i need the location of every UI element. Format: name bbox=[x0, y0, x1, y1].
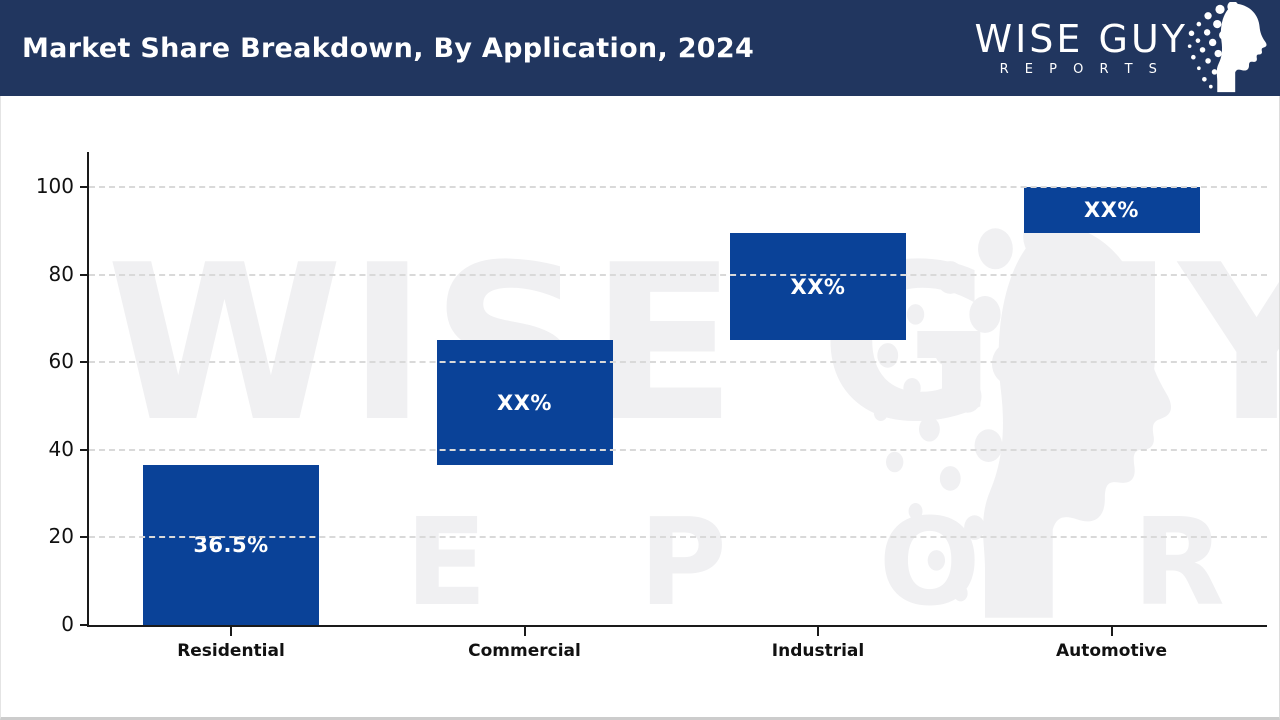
ytick-40 bbox=[80, 448, 89, 451]
ytick-label-80: 80 bbox=[48, 261, 74, 286]
y-axis bbox=[87, 152, 89, 627]
ytick-60 bbox=[80, 361, 89, 364]
chart-area: WISE GUY R E P O R T S 02040608010036.5%… bbox=[0, 96, 1280, 720]
category-label-commercial: Commercial bbox=[468, 641, 581, 661]
gridline-100 bbox=[89, 186, 1267, 188]
ytick-100 bbox=[80, 186, 89, 188]
ytick-label-100: 100 bbox=[35, 174, 74, 198]
logo-main-text: WISE GUY bbox=[974, 16, 1188, 61]
bar-value-label: XX% bbox=[1084, 198, 1139, 223]
gridline-60 bbox=[89, 361, 1267, 364]
ytick-label-0: 0 bbox=[61, 612, 74, 636]
x-axis bbox=[87, 625, 1267, 627]
ytick-label-60: 60 bbox=[48, 349, 74, 374]
bar-residential: 36.5% bbox=[143, 465, 319, 625]
bar-value-label: XX% bbox=[497, 390, 552, 415]
page-title: Market Share Breakdown, By Application, … bbox=[22, 32, 755, 64]
logo-wordmark: WISE GUY R E P O R T S bbox=[975, 20, 1188, 77]
ytick-0 bbox=[80, 624, 89, 626]
xtick-automotive bbox=[1110, 627, 1113, 636]
xtick-commercial bbox=[523, 627, 526, 636]
category-label-residential: Residential bbox=[177, 641, 285, 661]
xtick-industrial bbox=[817, 627, 819, 636]
gridline-40 bbox=[89, 448, 1267, 451]
header-bar: Market Share Breakdown, By Application, … bbox=[0, 0, 1280, 96]
bar-commercial: XX% bbox=[436, 340, 613, 466]
waterfall-chart: 0 20 40 60 80 100 36.5% XX% XX% XX% Residential Com… bbox=[1, 96, 1279, 717]
xtick-residential bbox=[230, 627, 232, 636]
ytick-label-20: 20 bbox=[48, 524, 74, 549]
wiseguy-head-icon bbox=[1187, 2, 1267, 93]
category-label-automotive: Automotive bbox=[1055, 641, 1168, 661]
ytick-20 bbox=[80, 536, 89, 539]
bar-value-label: XX% bbox=[790, 274, 846, 299]
ytick-label-40: 40 bbox=[48, 436, 74, 461]
bar-automotive: XX% bbox=[1023, 187, 1200, 234]
bar-industrial: XX% bbox=[730, 233, 906, 341]
gridline-80 bbox=[89, 273, 1267, 276]
category-label-industrial: Industrial bbox=[771, 641, 865, 661]
ytick-80 bbox=[80, 273, 89, 276]
logo-sub-text: R E P O R T S bbox=[999, 61, 1163, 77]
gridline-20 bbox=[89, 536, 1267, 539]
wiseguy-logo: WISE GUY R E P O R T S bbox=[975, 2, 1270, 94]
